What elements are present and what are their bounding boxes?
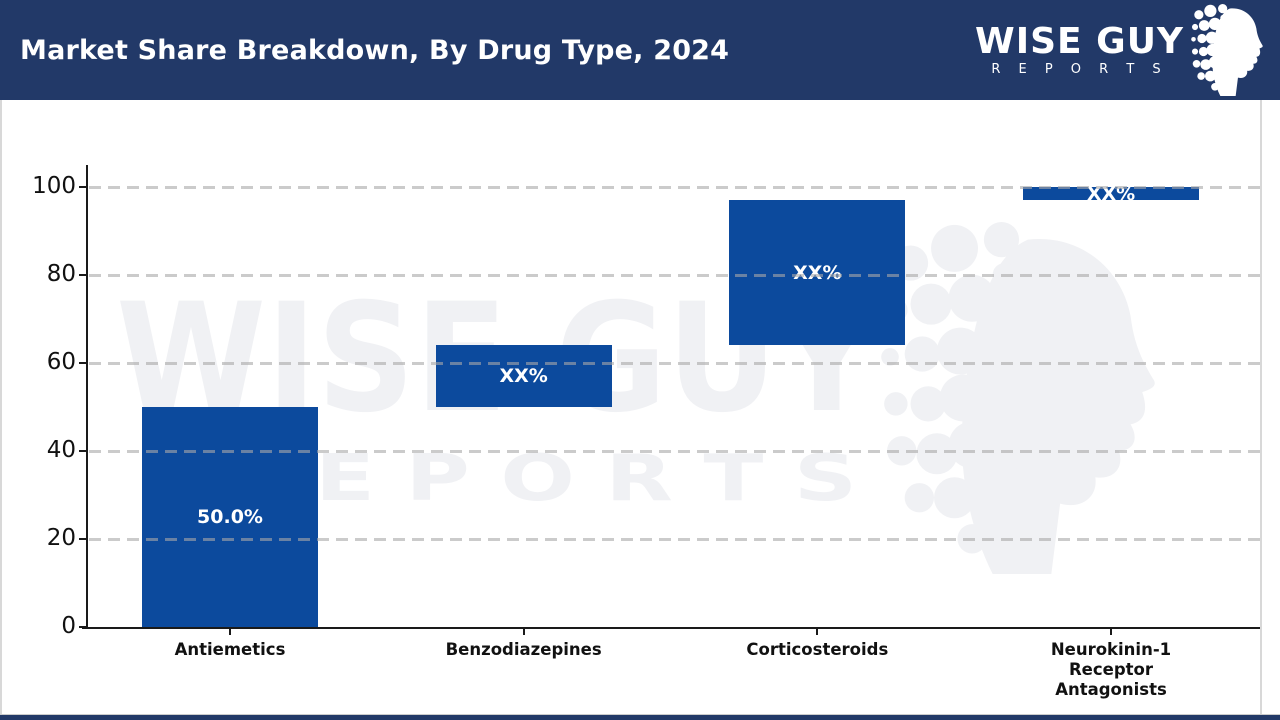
gridline-80 <box>89 273 1262 277</box>
x-tick-1 <box>522 629 525 635</box>
category-label-0: Antiemetics <box>174 640 286 659</box>
x-axis-line <box>82 627 1262 629</box>
bar-neurokinin-1-receptor-antagonists: XX% <box>1023 183 1199 205</box>
category-label-1: Benzodiazepines <box>445 640 602 659</box>
report-header: Market Share Breakdown, By Drug Type, 20… <box>0 0 1280 100</box>
gridline-20 <box>89 537 1262 541</box>
bar-value-label: XX% <box>499 365 548 388</box>
logo-text: WISE GUY R E P O R T S <box>974 21 1184 77</box>
category-label-2: Corticosteroids <box>746 640 889 659</box>
x-tick-2 <box>816 629 819 635</box>
y-tick-0 <box>79 626 86 628</box>
y-tick-60 <box>79 362 86 364</box>
bar-antiemetics: 50.0% <box>142 407 318 627</box>
bar-value-label: 50.0% <box>197 506 263 528</box>
gridline-60 <box>89 361 1262 365</box>
category-label-3: Neurokinin-1 Receptor Antagonists <box>1050 640 1172 700</box>
chart-title: Market Share Breakdown, By Drug Type, 20… <box>20 34 730 66</box>
card-border-left <box>0 100 2 714</box>
x-tick-0 <box>229 629 231 635</box>
y-tick-100 <box>79 186 86 188</box>
y-tick-label-80: 80 <box>46 261 76 287</box>
y-tick-40 <box>79 450 86 452</box>
gridline-40 <box>89 449 1262 453</box>
bar-benzodiazepines: XX% <box>435 345 612 407</box>
y-tick-label-100: 100 <box>32 173 76 199</box>
y-tick-80 <box>79 274 86 276</box>
logo-sub-text: R E P O R T S <box>991 62 1168 77</box>
wiseguy-logo: WISE GUY R E P O R T S <box>975 0 1268 100</box>
footer-strip <box>0 714 1280 720</box>
y-tick-label-40: 40 <box>46 437 76 463</box>
y-axis-line <box>86 165 88 629</box>
bar-corticosteroids: XX% <box>729 200 906 346</box>
y-tick-label-0: 0 <box>61 613 76 639</box>
y-tick-label-60: 60 <box>46 349 76 375</box>
card-border-right <box>1260 100 1262 714</box>
y-tick-label-20: 20 <box>46 525 76 551</box>
gridline-100 <box>89 185 1262 189</box>
y-tick-20 <box>79 538 86 540</box>
bar-value-label: XX% <box>793 262 841 284</box>
dotted-head-icon <box>1191 4 1263 96</box>
logo-brand-text: WISE GUY <box>974 21 1184 62</box>
x-tick-3 <box>1110 629 1112 635</box>
